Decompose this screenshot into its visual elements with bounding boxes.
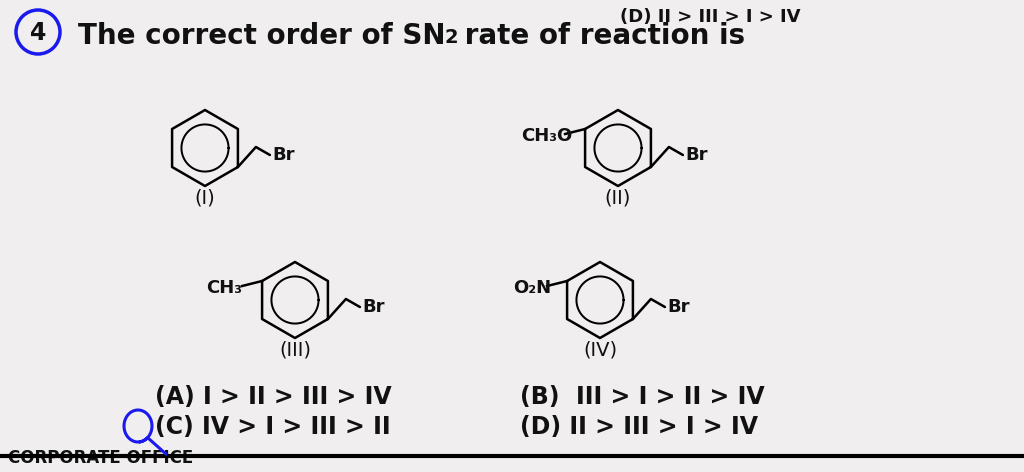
Text: (B)  III > I > II > IV: (B) III > I > II > IV <box>520 385 765 409</box>
Text: 4: 4 <box>30 21 46 45</box>
Text: (A) I > II > III > IV: (A) I > II > III > IV <box>155 385 391 409</box>
Text: (II): (II) <box>605 189 631 208</box>
Text: CH₃O: CH₃O <box>521 127 572 145</box>
Text: (III): (III) <box>279 341 311 360</box>
Text: CH₃: CH₃ <box>206 279 242 297</box>
Text: (C) IV > I > III > II: (C) IV > I > III > II <box>155 415 390 439</box>
Text: CORPORATE OFFICE: CORPORATE OFFICE <box>8 449 194 467</box>
Text: rate of reaction is: rate of reaction is <box>455 22 745 50</box>
Text: (D) II > III > I > IV: (D) II > III > I > IV <box>620 8 801 26</box>
Text: (IV): (IV) <box>583 341 617 360</box>
Text: Br: Br <box>361 298 384 316</box>
Text: 2: 2 <box>444 28 458 47</box>
Text: O₂N: O₂N <box>513 279 551 297</box>
Text: The correct order of SN: The correct order of SN <box>78 22 445 50</box>
Text: Br: Br <box>685 146 708 164</box>
Text: Br: Br <box>272 146 295 164</box>
Text: (D) II > III > I > IV: (D) II > III > I > IV <box>520 415 758 439</box>
Text: Br: Br <box>667 298 689 316</box>
Text: (I): (I) <box>195 189 215 208</box>
